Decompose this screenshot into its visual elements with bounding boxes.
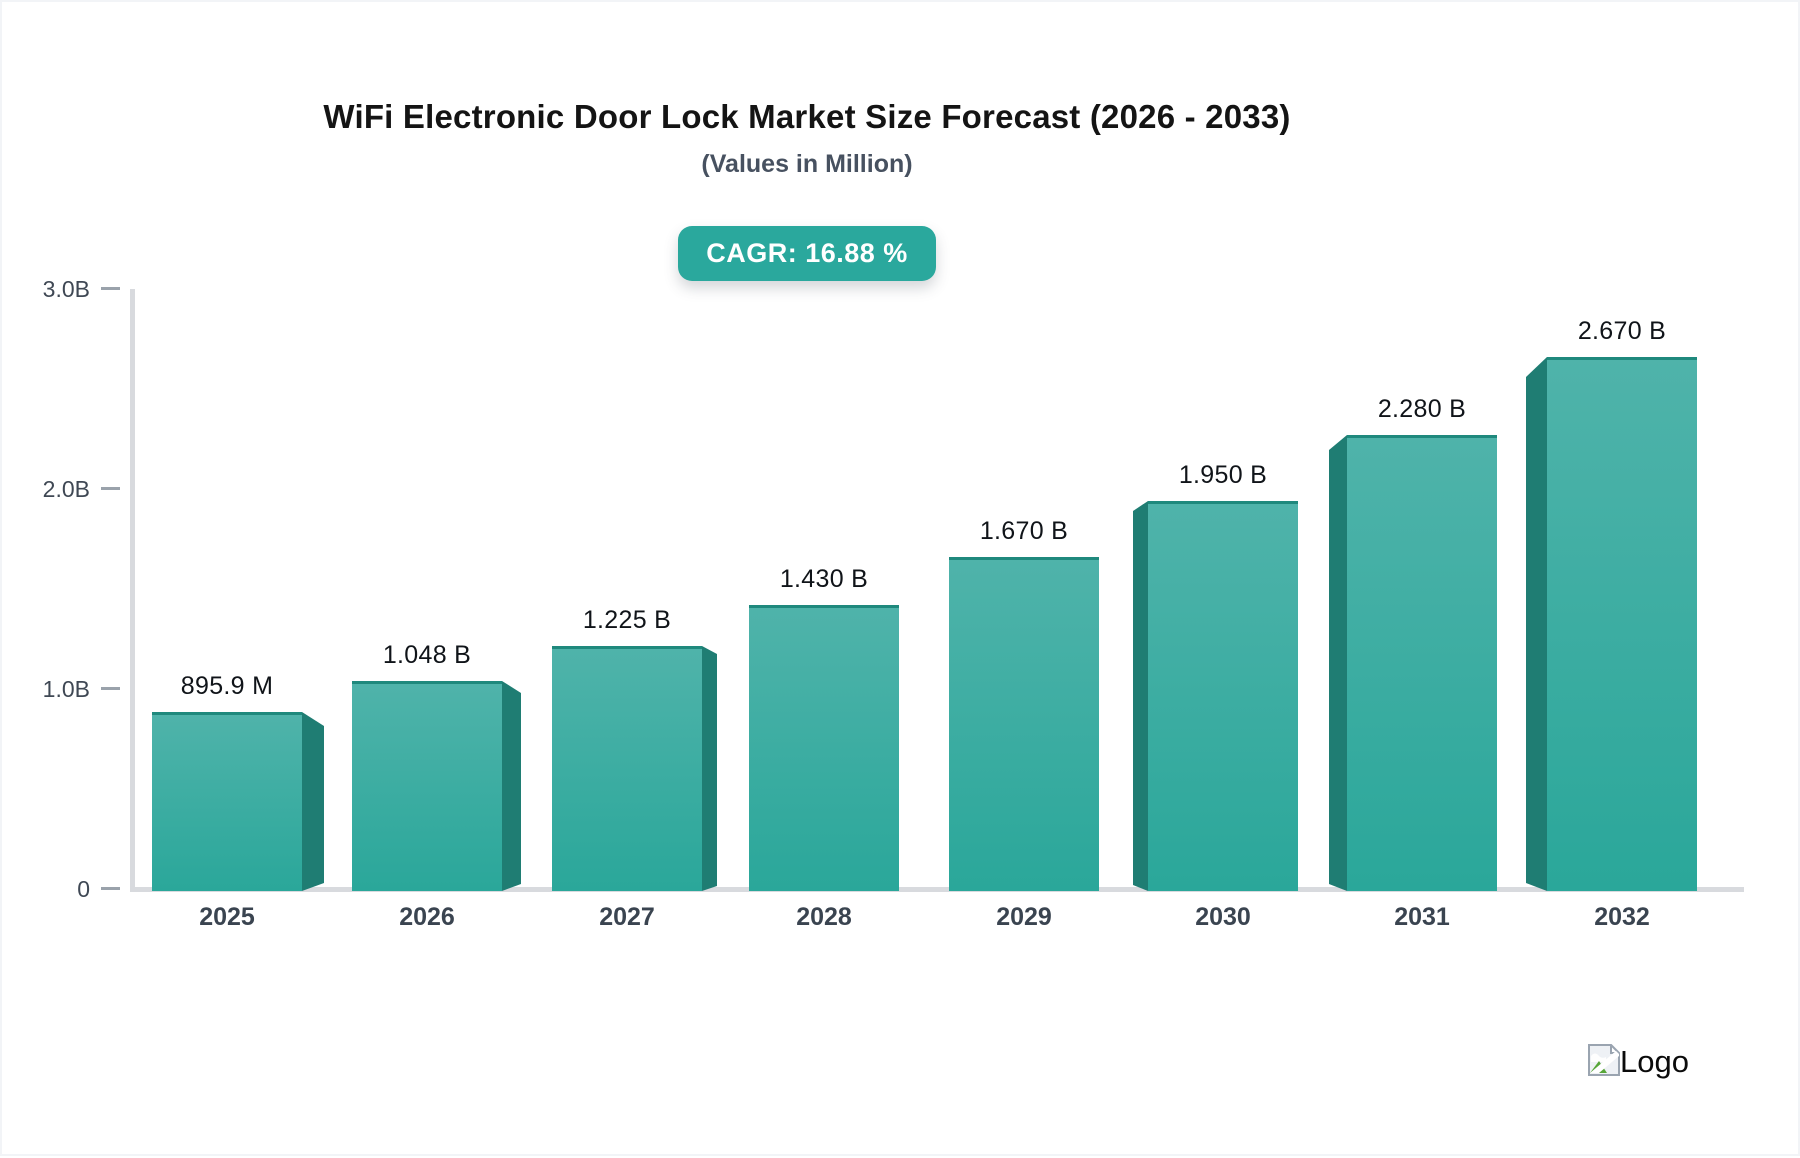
y-tick-label: 2.0B (42, 476, 90, 502)
y-tick-label: 1.0B (42, 676, 90, 702)
y-tick-label: 0 (77, 876, 90, 902)
cagr-badge: CAGR: 16.88 % (678, 226, 936, 281)
bar-value-label: 1.048 B (382, 641, 472, 669)
broken-image-icon (1587, 1042, 1622, 1081)
bar-2029 (949, 557, 1099, 891)
x-axis-label: 2026 (399, 903, 455, 931)
bar-side-2025 (302, 712, 324, 891)
y-axis-line (130, 289, 135, 892)
x-axis-label: 2030 (1195, 903, 1251, 931)
bar-value-label: 1.670 B (979, 517, 1069, 545)
y-tick-label: 3.0B (42, 276, 90, 302)
bar-value-label: 2.280 B (1377, 395, 1467, 423)
bar-side-2030 (1133, 501, 1148, 891)
x-axis-label: 2031 (1394, 903, 1450, 931)
bar-side-2031 (1329, 435, 1347, 891)
bar-2025 (152, 712, 302, 891)
logo: Logo (1587, 1042, 1689, 1082)
y-tick-dash (101, 887, 120, 890)
chart-title: WiFi Electronic Door Lock Market Size Fo… (323, 98, 1291, 135)
cagr-badge-row: CAGR: 16.88 % (2, 226, 1612, 281)
y-tick-dash (101, 287, 120, 290)
y-tick-dash (101, 687, 120, 690)
bar-value-label: 1.950 B (1178, 461, 1268, 489)
x-axis-label: 2025 (199, 903, 255, 931)
x-axis-label: 2029 (996, 903, 1052, 931)
chart-subtitle: (Values in Million) (701, 150, 913, 178)
logo-alt-text: Logo (1620, 1044, 1689, 1079)
bar-value-label: 895.9 M (180, 672, 274, 700)
bar-2028 (749, 605, 899, 891)
bar-2031 (1347, 435, 1497, 891)
bar-side-2026 (502, 681, 521, 891)
bar-value-label: 2.670 B (1577, 317, 1667, 345)
x-axis-label: 2028 (796, 903, 852, 931)
bar-value-label: 1.430 B (779, 565, 869, 593)
bar-2030 (1148, 501, 1298, 891)
x-axis-baseline (130, 887, 1744, 892)
bar-2032 (1547, 357, 1697, 891)
y-tick-dash (101, 487, 120, 490)
x-axis-label: 2032 (1594, 903, 1650, 931)
bar-side-2032 (1526, 357, 1547, 891)
bar-side-2027 (702, 646, 717, 891)
bar-2027 (552, 646, 702, 891)
bar-2026 (352, 681, 502, 891)
x-axis-label: 2027 (599, 903, 655, 931)
bar-value-label: 1.225 B (582, 606, 672, 634)
